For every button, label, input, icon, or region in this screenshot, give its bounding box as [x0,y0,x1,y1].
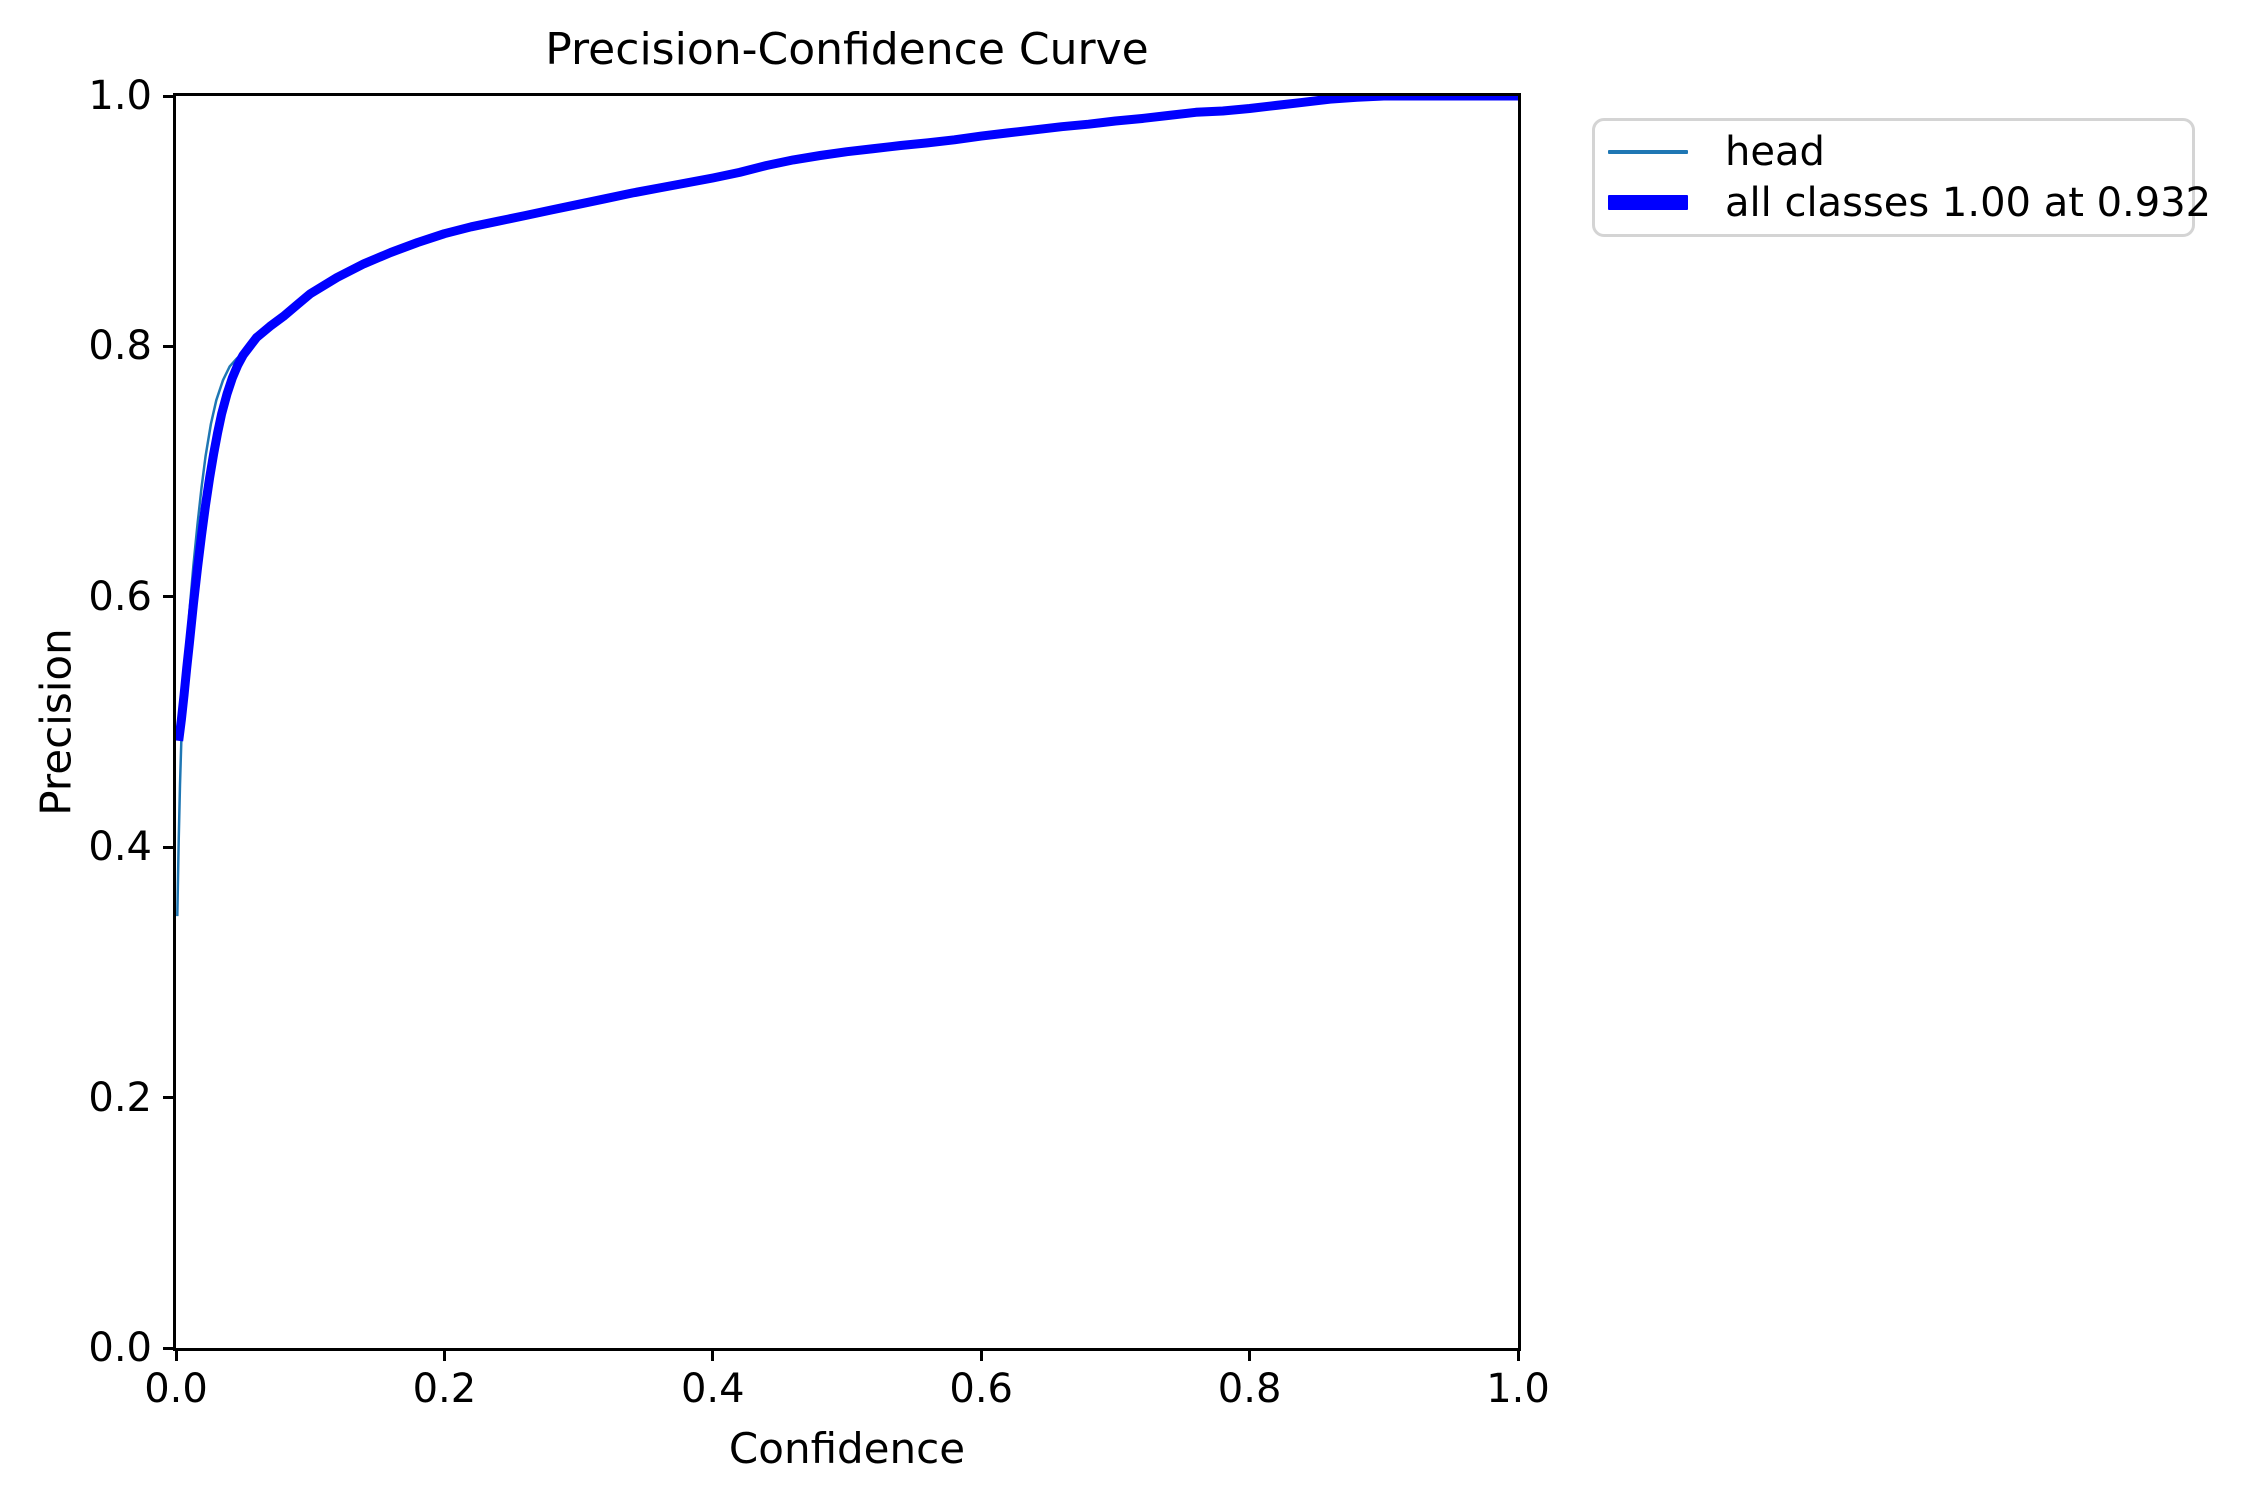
y-axis-label: Precision [31,628,81,816]
x-axis-tick-marks [174,1348,1520,1362]
legend: head all classes 1.00 at 0.932 [1592,118,2211,237]
x-tick-mark [979,1348,983,1361]
y-tick-label: 1.0 [88,73,152,119]
y-tick-mark [163,845,176,849]
y-axis-tick-marks [163,94,176,1350]
curve-head [176,96,1518,917]
y-tick-mark [163,1346,176,1350]
x-tick-mark [1248,1348,1252,1361]
x-tick-label: 0.6 [949,1366,1013,1412]
y-tick-label: 0.4 [88,824,152,871]
x-tick-label: 0.0 [144,1366,208,1412]
x-tick-mark [442,1348,446,1361]
x-axis-tick-labels: 0.0 0.2 0.4 0.6 0.8 1.0 [144,1366,1550,1416]
legend-row-head: head [1595,127,2192,177]
y-tick-mark [163,94,176,98]
x-tick-label: 1.0 [1486,1366,1550,1412]
curves-svg [176,96,1518,917]
y-axis-tick-labels: 0.0 0.2 0.4 0.6 0.8 1.0 [0,73,152,1371]
legend-line-swatch-all-classes [1608,195,1688,211]
legend-row-all-classes: all classes 1.00 at 0.932 [1595,178,2211,228]
x-tick-mark [1516,1348,1520,1361]
y-tick-label: 0.0 [88,1325,152,1371]
y-tick-label: 0.8 [88,323,152,370]
x-tick-mark [174,1348,178,1361]
y-tick-mark [163,595,176,599]
x-axis-label: Confidence [728,1424,966,1473]
legend-label-head: head [1725,129,1825,176]
legend-label-all-classes: all classes 1.00 at 0.932 [1725,179,2212,226]
curve-all-classes [176,96,1518,742]
legend-line-swatch-head [1608,150,1688,155]
y-tick-label: 0.6 [88,573,152,620]
plot-area [173,93,1521,1351]
x-tick-label: 0.8 [1217,1366,1282,1412]
x-tick-label: 0.2 [412,1366,477,1412]
y-tick-label: 0.2 [88,1074,152,1121]
y-tick-mark [163,1096,176,1100]
x-tick-label: 0.4 [680,1366,745,1412]
chart-title: Precision-Confidence Curve [545,24,1149,75]
y-tick-mark [163,344,176,348]
x-tick-mark [711,1348,715,1361]
